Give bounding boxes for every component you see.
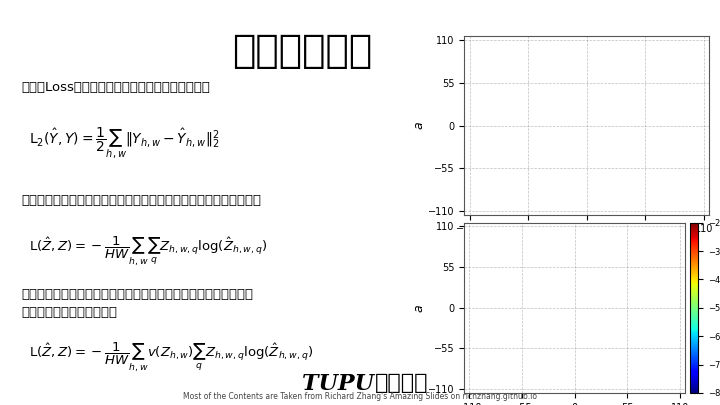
Text: TUPU: TUPU (302, 373, 382, 394)
Text: 回归的Loss不能够表达任务的模糊性和不唯一性：: 回归的Loss不能够表达任务的模糊性和不唯一性： (22, 81, 210, 94)
Y-axis label: a: a (413, 304, 426, 311)
Text: 但由于自然界照片颜色的分布是不均的，所以我们要做一个重平衡
提高稀有颜色出现的概率：: 但由于自然界照片颜色的分布是不均的，所以我们要做一个重平衡 提高稀有颜色出现的概… (22, 288, 253, 319)
Text: $\mathrm{L}(\hat{Z}, Z) = -\dfrac{1}{HW}\sum_{h,w}\sum_{q} Z_{h,w,q}\log(\hat{Z}: $\mathrm{L}(\hat{Z}, Z) = -\dfrac{1}{HW}… (29, 235, 267, 269)
Y-axis label: a: a (413, 122, 426, 129)
Text: $\mathrm{L}_2(\hat{Y}, Y) = \dfrac{1}{2}\sum_{h,w}\|Y_{h,w} - \hat{Y}_{h,w}\|_2^: $\mathrm{L}_2(\hat{Y}, Y) = \dfrac{1}{2}… (29, 126, 219, 161)
Text: Most of the Contents are Taken from Richard Zhang's Amazing Slides on richzhang.: Most of the Contents are Taken from Rich… (183, 392, 537, 401)
Text: 黑白照片上色: 黑白照片上色 (233, 32, 372, 70)
Text: 图普科技: 图普科技 (374, 373, 428, 392)
X-axis label: b: b (583, 237, 590, 250)
Text: 因此，我们把它转换成分类问题，预测每个像素点颜色的概率分布：: 因此，我们把它转换成分类问题，预测每个像素点颜色的概率分布： (22, 194, 261, 207)
Text: $\mathrm{L}(\hat{Z}, Z) = -\dfrac{1}{HW}\sum_{h,w} v(Z_{h,w})\sum_{q} Z_{h,w,q}\: $\mathrm{L}(\hat{Z}, Z) = -\dfrac{1}{HW}… (29, 340, 313, 374)
